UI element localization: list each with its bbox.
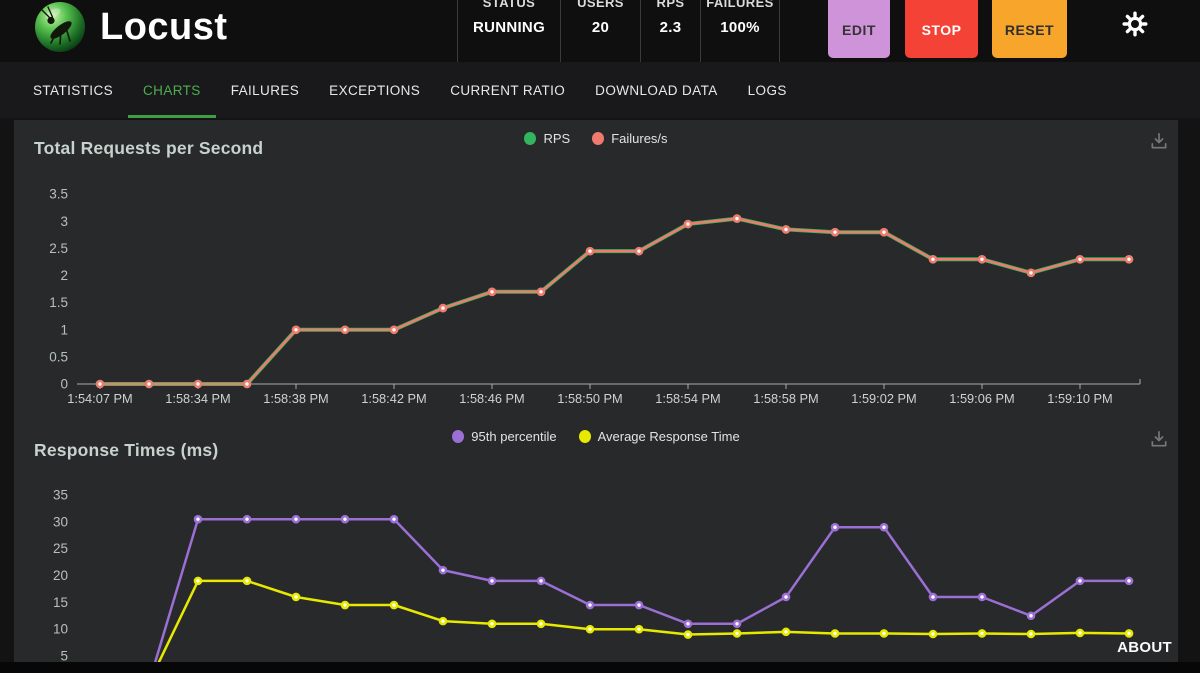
svg-text:2: 2: [60, 268, 68, 283]
chart-response-times-legend: 95th percentile Average Response Time: [14, 429, 1178, 444]
stat-rps: RPS 2.3: [640, 0, 700, 62]
svg-text:1:58:38 PM: 1:58:38 PM: [263, 391, 328, 406]
stat-failures-value: 100%: [720, 19, 760, 36]
svg-text:1.5: 1.5: [49, 295, 68, 310]
app-title: Locust: [100, 6, 228, 48]
chart-response-times-canvas: 5 10 15 20 25 30 35: [53, 488, 1134, 673]
download-chart-rps-button[interactable]: [1147, 130, 1171, 154]
legend-label-average-response-time: Average Response Time: [597, 429, 740, 444]
legend-item-95th-percentile[interactable]: 95th percentile: [452, 429, 557, 444]
legend-item-rps[interactable]: RPS: [524, 131, 570, 146]
svg-text:1:58:34 PM: 1:58:34 PM: [165, 391, 230, 406]
stat-status: STATUS RUNNING: [457, 0, 560, 62]
download-icon: [1151, 132, 1167, 149]
locust-logo[interactable]: [34, 1, 86, 53]
tab-statistics[interactable]: STATISTICS: [33, 82, 114, 98]
download-chart-response-times-button[interactable]: [1147, 428, 1171, 452]
stat-status-value: RUNNING: [472, 19, 546, 36]
legend-item-failures[interactable]: Failures/s: [592, 131, 668, 146]
stat-rps-value: 2.3: [659, 19, 682, 36]
stats-bar: STATUS RUNNING USERS 20 RPS 2.3 FAILURES…: [457, 0, 780, 62]
svg-text:3: 3: [60, 214, 68, 229]
svg-text:1:59:02 PM: 1:59:02 PM: [851, 391, 916, 406]
svg-text:2.5: 2.5: [49, 241, 68, 256]
chart-rps-title: Total Requests per Second: [34, 138, 264, 158]
stat-users-label: USERS: [577, 0, 624, 10]
legend-dot-average-response-time: [578, 430, 591, 443]
legend-dot-95th-percentile: [452, 430, 465, 443]
charts-card: Total Requests per Second RPS Failures/s…: [14, 120, 1178, 673]
svg-text:1:59:06 PM: 1:59:06 PM: [949, 391, 1014, 406]
stat-users-value: 20: [591, 19, 610, 36]
stat-users: USERS 20: [560, 0, 640, 62]
chart-response-times-title: Response Times (ms): [34, 440, 219, 460]
edit-button[interactable]: EDIT: [828, 0, 890, 58]
stat-status-label: STATUS: [482, 0, 536, 10]
tab-charts[interactable]: CHARTS: [128, 62, 216, 118]
svg-text:1:59:10 PM: 1:59:10 PM: [1047, 391, 1112, 406]
svg-text:20: 20: [53, 568, 68, 583]
stat-rps-label: RPS: [656, 0, 685, 10]
legend-label-95th-percentile: 95th percentile: [471, 429, 557, 444]
svg-text:1:58:54 PM: 1:58:54 PM: [655, 391, 720, 406]
svg-text:1:58:46 PM: 1:58:46 PM: [459, 391, 524, 406]
svg-text:1:58:42 PM: 1:58:42 PM: [361, 391, 426, 406]
legend-dot-rps: [524, 132, 537, 145]
tab-current-ratio[interactable]: CURRENT RATIO: [450, 82, 566, 98]
legend-dot-failures: [592, 132, 605, 145]
svg-text:5: 5: [60, 649, 68, 664]
legend-label-failures: Failures/s: [611, 131, 668, 146]
download-icon: [1151, 430, 1167, 446]
footer-bar: [0, 662, 1200, 673]
nav-tabs: STATISTICS CHARTS FAILURES EXCEPTIONS CU…: [0, 62, 1200, 118]
svg-text:1:58:50 PM: 1:58:50 PM: [557, 391, 622, 406]
svg-text:1: 1: [60, 322, 68, 337]
chart-rps-legend: RPS Failures/s: [14, 131, 1178, 146]
svg-text:10: 10: [53, 622, 68, 637]
svg-text:1:58:58 PM: 1:58:58 PM: [753, 391, 818, 406]
legend-item-average-response-time[interactable]: Average Response Time: [578, 429, 740, 444]
gear-icon: [1122, 11, 1148, 37]
svg-text:30: 30: [53, 514, 68, 529]
svg-text:15: 15: [53, 595, 68, 610]
svg-text:35: 35: [53, 488, 68, 503]
about-link[interactable]: ABOUT: [1117, 639, 1172, 656]
svg-text:25: 25: [53, 541, 68, 556]
tab-exceptions[interactable]: EXCEPTIONS: [329, 82, 421, 98]
stat-failures: FAILURES 100%: [700, 0, 780, 62]
svg-text:1:54:07 PM: 1:54:07 PM: [67, 391, 132, 406]
tab-failures[interactable]: FAILURES: [230, 82, 300, 98]
tab-download-data[interactable]: DOWNLOAD DATA: [595, 82, 718, 98]
chart-rps-canvas: 0 0.5 1 1.5 2 2.5 3 3.5 1:54:07 PM 1:58:34 PM 1:58…: [49, 187, 1141, 406]
reset-button[interactable]: RESET: [992, 0, 1067, 58]
svg-text:0.5: 0.5: [49, 349, 68, 364]
svg-text:0: 0: [60, 377, 68, 392]
settings-button[interactable]: [1120, 10, 1150, 40]
stop-button[interactable]: STOP: [905, 0, 978, 58]
header-bar: Locust STATUS RUNNING USERS 20 RPS 2.3 F…: [0, 0, 1200, 62]
svg-text:3.5: 3.5: [49, 187, 68, 202]
legend-label-rps: RPS: [543, 131, 571, 146]
tab-logs[interactable]: LOGS: [747, 82, 787, 98]
stat-failures-label: FAILURES: [706, 0, 774, 10]
